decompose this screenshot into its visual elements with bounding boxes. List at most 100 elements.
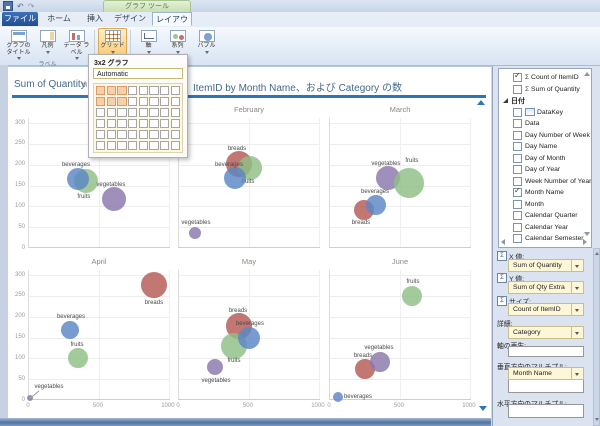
grid-size-cell[interactable]: [160, 96, 170, 107]
bubble-beverages[interactable]: [66, 167, 89, 190]
field-list-item[interactable]: Calendar Semester: [499, 233, 591, 244]
tab-file[interactable]: ファイル: [2, 12, 38, 26]
field-list-item[interactable]: Week Number of Year: [499, 176, 591, 187]
bubble-fruits[interactable]: [393, 168, 424, 198]
grid-size-cell[interactable]: [96, 129, 106, 140]
chart-title-button[interactable]: グラフの タイトル: [4, 28, 33, 61]
tab-design[interactable]: デザイン: [114, 14, 146, 23]
bubble-vegetables[interactable]: [206, 359, 223, 376]
bubble-beverages[interactable]: [332, 392, 343, 403]
grid-size-cell[interactable]: [128, 140, 138, 150]
panel-scroll-down-icon[interactable]: [595, 418, 599, 421]
grid-size-cell[interactable]: [117, 96, 127, 107]
field-checkbox[interactable]: [513, 119, 522, 128]
grid-size-cell[interactable]: [106, 86, 116, 96]
chevron-down-icon[interactable]: [571, 327, 583, 338]
grid-size-cell[interactable]: [149, 107, 159, 118]
grid-size-cell[interactable]: [106, 118, 116, 129]
grid-size-cell[interactable]: [160, 86, 170, 96]
bubble-fruits[interactable]: [237, 156, 262, 180]
field-checkbox[interactable]: [513, 199, 522, 209]
dropdown-caret-icon[interactable]: [110, 50, 115, 54]
redo-icon[interactable]: ↷: [27, 1, 35, 11]
dropdown-caret-icon[interactable]: [146, 50, 151, 54]
bubble-vegetables[interactable]: [369, 352, 390, 373]
bubble-fruits[interactable]: [401, 285, 422, 306]
list-scroll-down-icon[interactable]: [584, 232, 590, 236]
grid-size-cell[interactable]: [96, 118, 106, 129]
grid-size-cell[interactable]: [117, 86, 127, 96]
grid-size-cell[interactable]: [170, 118, 180, 129]
bubble-beverages[interactable]: [60, 321, 79, 339]
grid-size-cell[interactable]: [128, 86, 138, 96]
bubble-beverages[interactable]: [366, 195, 387, 216]
grid-size-cell[interactable]: [117, 129, 127, 140]
multiples-scroll-down-icon[interactable]: [479, 406, 487, 411]
legend-button[interactable]: 凡例: [33, 28, 62, 61]
chevron-down-icon[interactable]: [571, 368, 583, 379]
grid-size-cell[interactable]: [106, 140, 116, 150]
field-checkbox[interactable]: [513, 130, 522, 140]
grid-size-cell[interactable]: [138, 140, 148, 150]
field-checkbox[interactable]: [513, 211, 522, 220]
field-list-item[interactable]: Day Number of Week: [499, 130, 591, 141]
chevron-down-icon[interactable]: [571, 304, 583, 315]
grid-size-cell[interactable]: [128, 129, 138, 140]
bubble-button[interactable]: バブル: [192, 28, 221, 55]
size-dropdown[interactable]: Count of ItemID: [508, 303, 584, 316]
horizontal-multiples-input[interactable]: [508, 404, 584, 418]
field-list-item[interactable]: Day Name: [499, 141, 591, 152]
bubble-fruits[interactable]: [67, 347, 88, 368]
grid-size-cell[interactable]: [160, 129, 170, 140]
grid-size-cell[interactable]: [160, 118, 170, 129]
grid-size-cell[interactable]: [96, 140, 106, 150]
grid-size-cell[interactable]: [138, 129, 148, 140]
grid-size-cell[interactable]: [149, 86, 159, 96]
field-list-item[interactable]: ✓ Σ Count of ItemID: [499, 71, 591, 83]
bubble-breads[interactable]: [140, 272, 167, 298]
expand-collapse-icon[interactable]: [503, 98, 508, 103]
field-list-item[interactable]: Data: [499, 118, 591, 129]
field-list-group[interactable]: 日付: [499, 95, 591, 106]
grid-size-input[interactable]: Automatic: [93, 68, 183, 79]
dropdown-caret-icon[interactable]: [45, 50, 50, 54]
field-list-item[interactable]: Calendar Year: [499, 222, 591, 233]
axis-button[interactable]: 軸: [134, 28, 163, 55]
grid-size-cell[interactable]: [138, 96, 148, 107]
grid-size-cell[interactable]: [138, 107, 148, 118]
play-axis-input[interactable]: [508, 346, 584, 357]
x-values-dropdown[interactable]: Sum of Quantity: [508, 259, 584, 272]
grid-size-cell[interactable]: [149, 129, 159, 140]
grid-size-cell[interactable]: [138, 86, 148, 96]
bubble-beverages[interactable]: [237, 326, 260, 349]
dropdown-caret-icon[interactable]: [175, 50, 180, 54]
bubble-vegetables[interactable]: [188, 227, 201, 239]
grid-size-cell[interactable]: [128, 118, 138, 129]
grid-size-cell[interactable]: [149, 140, 159, 150]
grid-size-cell[interactable]: [160, 140, 170, 150]
field-checkbox[interactable]: [513, 142, 522, 151]
field-list-item[interactable]: Day of Year: [499, 164, 591, 175]
grid-size-cell[interactable]: [149, 96, 159, 107]
grid-size-cell[interactable]: [128, 96, 138, 107]
multiples-scroll-up-icon[interactable]: [477, 100, 485, 105]
grid-size-cell[interactable]: [117, 107, 127, 118]
grid-size-cell[interactable]: [170, 107, 180, 118]
field-checkbox[interactable]: [513, 222, 522, 232]
field-list-item[interactable]: Σ Sum of Quantity: [499, 84, 591, 95]
undo-icon[interactable]: ↶: [17, 1, 24, 11]
list-scroll-up-icon[interactable]: [584, 72, 590, 76]
grid-size-cell[interactable]: [117, 140, 127, 150]
field-checkbox[interactable]: [513, 165, 522, 174]
grid-size-cell[interactable]: [170, 86, 180, 96]
grid-size-cell[interactable]: [96, 96, 106, 107]
grid-size-cell[interactable]: [149, 118, 159, 129]
field-checkbox[interactable]: [513, 234, 522, 243]
field-checkbox[interactable]: [513, 153, 522, 163]
panel-scrollbar[interactable]: [593, 248, 600, 426]
grid-size-cell[interactable]: [96, 86, 106, 96]
chevron-down-icon[interactable]: [571, 282, 583, 293]
grid-size-cell[interactable]: [106, 129, 116, 140]
grid-size-cell[interactable]: [138, 118, 148, 129]
grid-size-cell[interactable]: [117, 118, 127, 129]
